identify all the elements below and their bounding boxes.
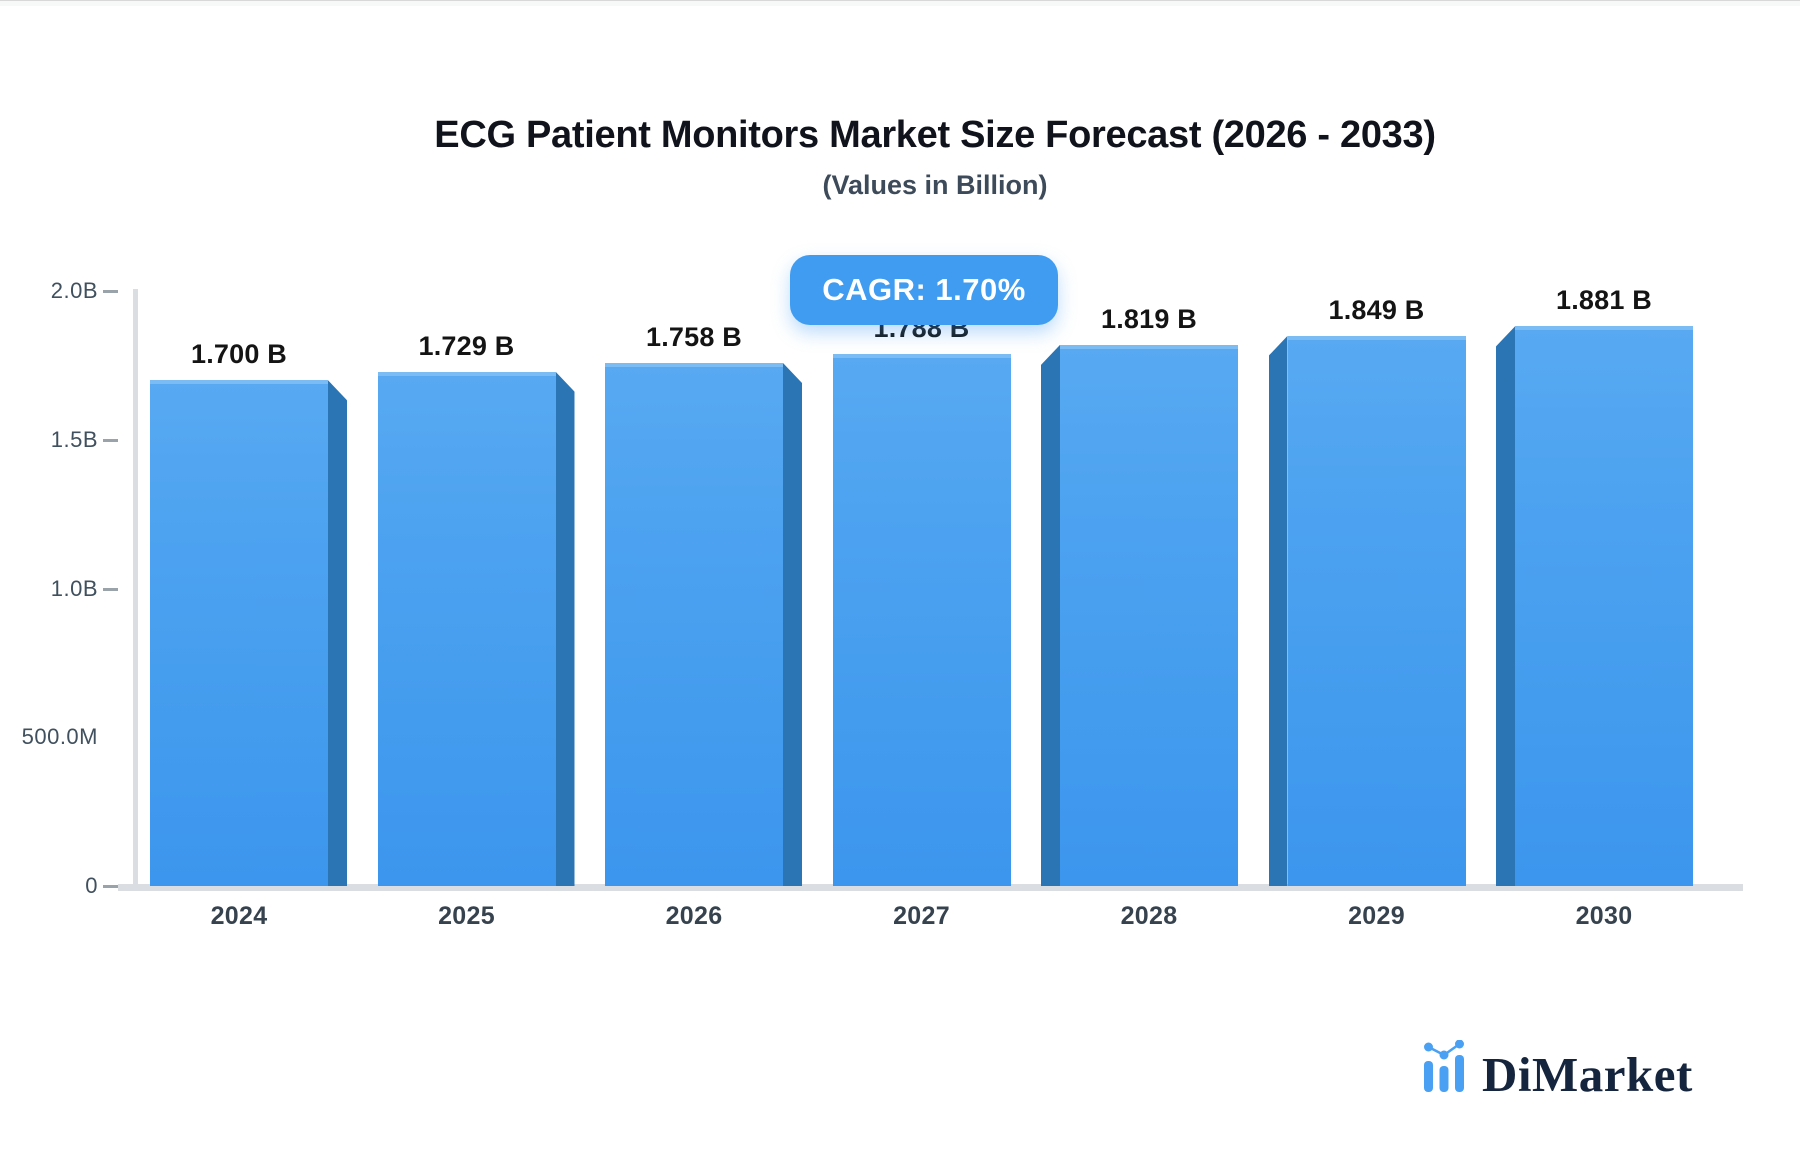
bar (1515, 326, 1693, 886)
bar (1060, 344, 1238, 886)
y-tick-label: 0 (85, 873, 98, 898)
bar-value-label: 1.729 B (418, 330, 515, 361)
y-tick-dash (103, 587, 118, 591)
y-tick-dash (103, 885, 118, 888)
bar-side-face (783, 362, 802, 886)
y-tick-label: 500.0M (21, 724, 98, 750)
x-axis-baseline (118, 884, 1743, 891)
y-tick-label: 2.0B (50, 278, 98, 303)
y-axis-line (133, 289, 138, 890)
x-axis-label: 2026 (665, 902, 723, 930)
bar-side-face (328, 380, 347, 886)
page-top-border (0, 0, 1800, 6)
y-tick-dash (103, 290, 118, 293)
brand-name: DiMarket (1482, 1047, 1693, 1102)
y-tick-label: 1.0B (50, 575, 98, 601)
bar-value-label: 1.849 B (1328, 294, 1425, 325)
y-tick-label: 1.5B (50, 426, 98, 452)
page-title: ECG Patient Monitors Market Size Forecas… (434, 114, 1436, 156)
bar (832, 354, 1011, 886)
x-axis-label: 2029 (1348, 902, 1405, 930)
x-axis-label: 2024 (210, 902, 268, 930)
x-axis-label: 2028 (1120, 902, 1178, 930)
y-tick-dash (103, 438, 118, 442)
brand-chart-icon (1424, 1040, 1464, 1092)
bar-value-label: 1.700 B (191, 339, 287, 370)
bar-side-face (1041, 344, 1060, 886)
bar-value-label: 1.819 B (1101, 303, 1197, 334)
bar (1287, 335, 1466, 886)
cagr-badge: CAGR: 1.70% (790, 255, 1058, 325)
brand-logo: DiMarket (1424, 1040, 1693, 1099)
bar (377, 371, 556, 886)
x-axis-label: 2025 (438, 902, 495, 930)
bar (605, 362, 783, 886)
bar-value-label: 1.758 B (646, 321, 742, 352)
x-axis-label: 2027 (893, 902, 950, 930)
bar-side-face (1268, 335, 1288, 886)
x-axis-label: 2030 (1575, 902, 1633, 930)
bar-side-face (555, 371, 575, 886)
page-subtitle: (Values in Billion) (822, 170, 1048, 200)
bar-value-label: 1.881 B (1556, 285, 1652, 316)
bar (150, 380, 328, 886)
bar-side-face (1496, 326, 1515, 886)
